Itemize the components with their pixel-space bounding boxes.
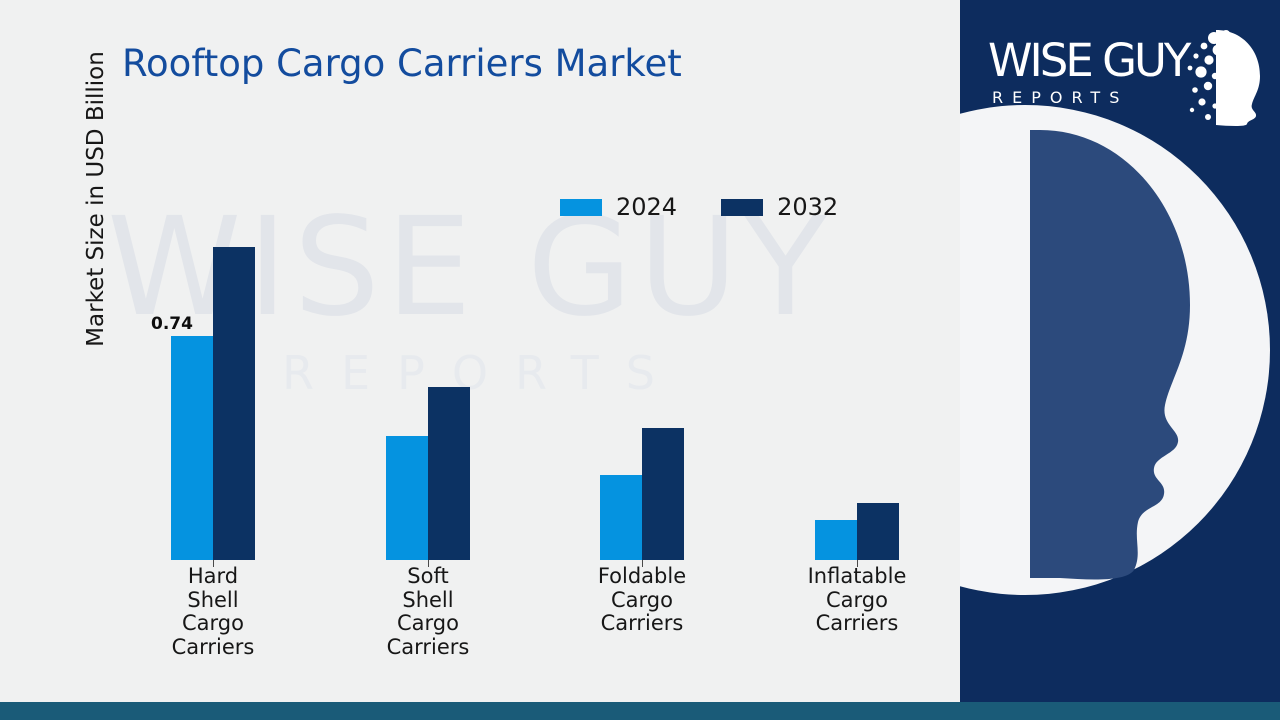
bottom-accent-bar <box>0 702 1280 720</box>
bar-2032-2[interactable] <box>642 428 684 560</box>
bar-2032-3[interactable] <box>857 503 899 560</box>
bar-2024-1[interactable] <box>386 436 428 560</box>
x-axis-tick <box>428 560 429 567</box>
y-axis-label: Market Size in USD Billion <box>83 51 109 347</box>
brand-logo: WISE GUY REPORTS <box>988 28 1264 126</box>
dotted-head-profile-icon <box>1187 30 1260 126</box>
page-title: Rooftop Cargo Carriers Market <box>122 42 682 85</box>
x-axis-category-label: Soft Shell Cargo Carriers <box>386 564 470 659</box>
bar-2032-0[interactable] <box>213 247 255 560</box>
legend-item-2024[interactable]: 2024 <box>560 193 677 221</box>
bar-2024-3[interactable] <box>815 520 857 560</box>
legend-swatch-2024 <box>560 198 602 216</box>
x-axis-tick <box>642 560 643 567</box>
x-axis-category-label: Foldable Cargo Carriers <box>597 564 687 635</box>
bar-value-label: 0.74 <box>151 314 193 334</box>
bar-2024-0[interactable] <box>171 336 213 560</box>
chart-panel <box>0 0 990 702</box>
legend-label-2024: 2024 <box>616 193 678 221</box>
x-axis-tick <box>213 560 214 567</box>
legend-label-2032: 2032 <box>777 193 839 221</box>
logo-subtitle: REPORTS <box>992 88 1129 107</box>
x-axis-category-label: Inflatable Cargo Carriers <box>807 564 907 635</box>
head-silhouette-icon <box>1030 130 1190 580</box>
x-axis-category-label: Hard Shell Cargo Carriers <box>171 564 255 659</box>
bar-2024-2[interactable] <box>600 475 642 560</box>
bar-2032-1[interactable] <box>428 387 470 560</box>
x-axis-tick <box>857 560 858 567</box>
logo-wordmark: WISE GUY <box>988 34 1191 87</box>
legend-swatch-2032 <box>721 198 764 216</box>
legend-item-2032[interactable]: 2032 <box>721 193 838 221</box>
bar-chart-plot-area: 0.74 Hard Shell Cargo Carriers Soft Shell … <box>151 247 907 659</box>
chart-legend: 2024 2032 <box>560 193 838 221</box>
